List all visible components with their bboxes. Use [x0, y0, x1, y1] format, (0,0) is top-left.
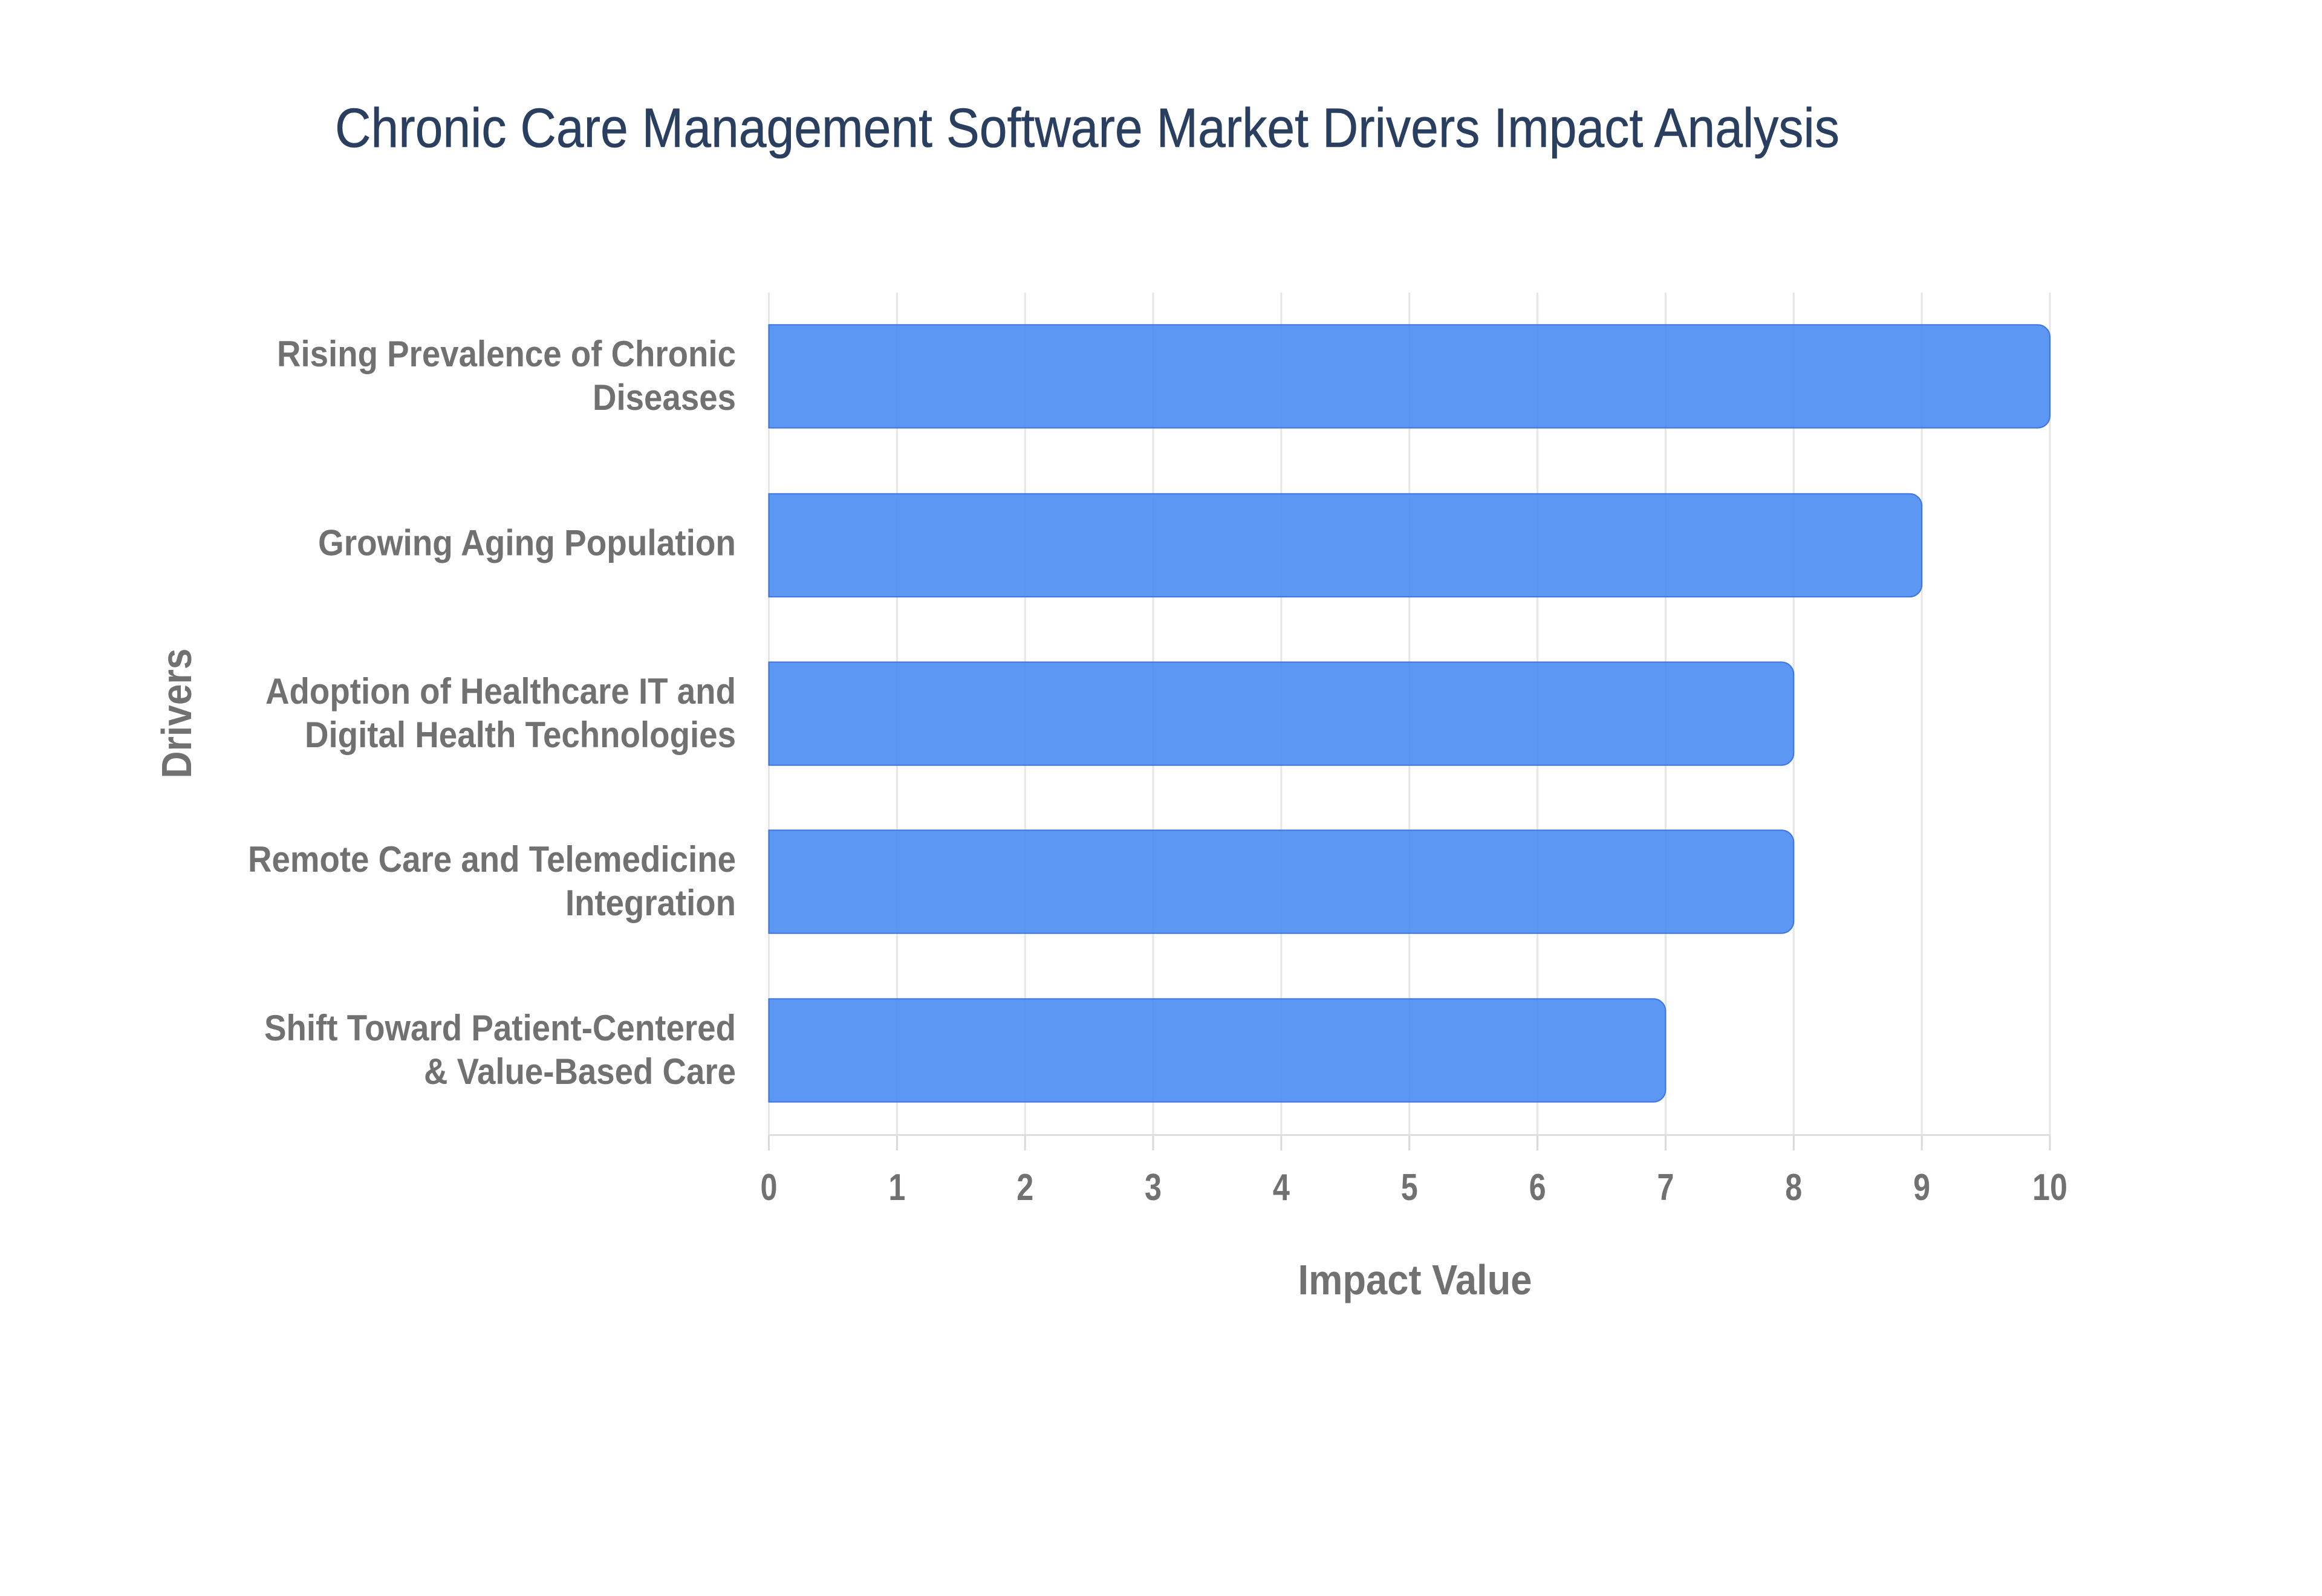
svg-text:3: 3 [1145, 1167, 1162, 1208]
svg-text:Rising Prevalence of Chronic: Rising Prevalence of Chronic [277, 334, 736, 374]
svg-text:8: 8 [1785, 1167, 1802, 1208]
svg-text:9: 9 [1913, 1167, 1930, 1208]
svg-text:4: 4 [1273, 1167, 1290, 1208]
svg-text:& Value-Based Care: & Value-Based Care [424, 1051, 736, 1092]
svg-text:Remote Care and Telemedicine: Remote Care and Telemedicine [248, 839, 736, 880]
svg-text:6: 6 [1529, 1167, 1546, 1208]
svg-text:Chronic Care Management Softwa: Chronic Care Management Software Market … [335, 97, 1839, 159]
svg-text:2: 2 [1016, 1167, 1033, 1208]
svg-text:Digital Health Technologies: Digital Health Technologies [305, 715, 736, 755]
svg-text:Diseases: Diseases [593, 377, 736, 418]
svg-text:0: 0 [761, 1167, 778, 1208]
svg-text:Integration: Integration [565, 883, 736, 923]
svg-text:5: 5 [1401, 1167, 1418, 1208]
svg-text:Adoption of Healthcare IT and: Adoption of Healthcare IT and [265, 671, 736, 712]
svg-text:Growing Aging Population: Growing Aging Population [318, 523, 736, 563]
svg-text:1: 1 [888, 1167, 905, 1208]
svg-text:Shift Toward Patient-Centered: Shift Toward Patient-Centered [264, 1008, 736, 1048]
svg-text:Impact Value: Impact Value [1298, 1256, 1532, 1303]
svg-text:10: 10 [2032, 1167, 2067, 1208]
svg-text:Drivers: Drivers [153, 649, 200, 779]
svg-text:7: 7 [1657, 1167, 1674, 1208]
